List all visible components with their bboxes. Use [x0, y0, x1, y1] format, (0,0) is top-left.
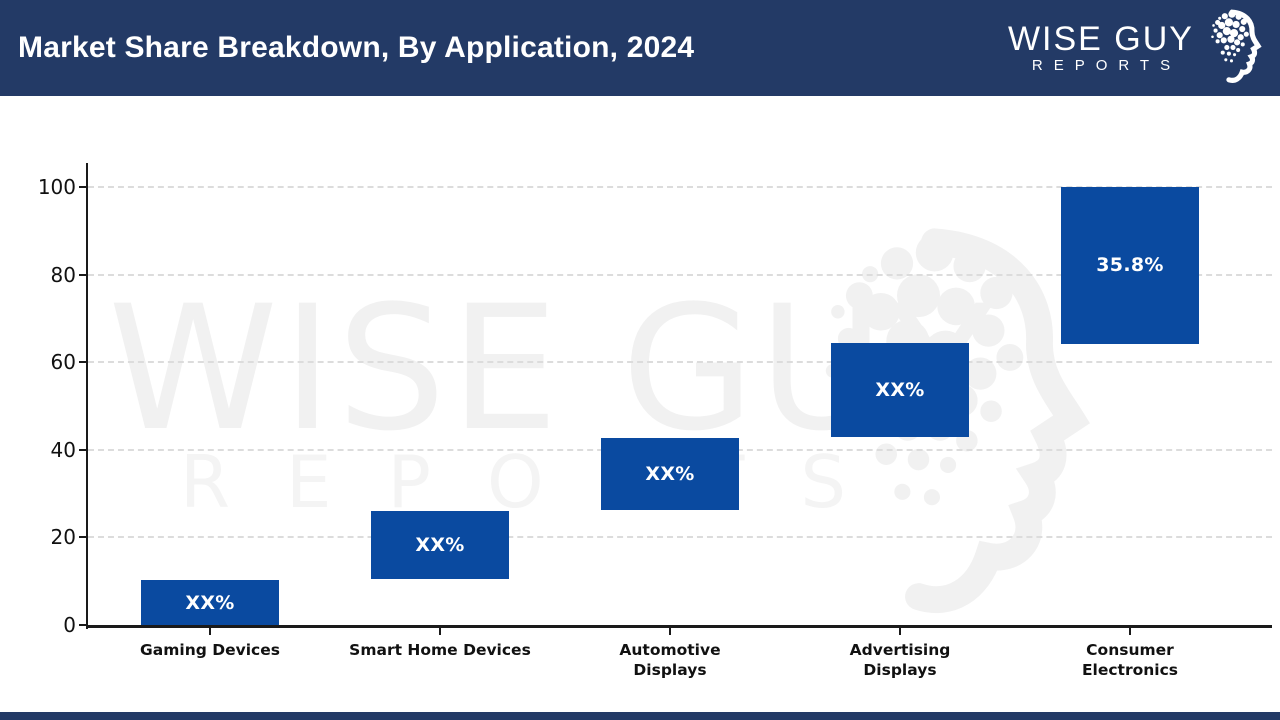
x-axis-line — [86, 625, 1272, 628]
y-tick-label: 0 — [63, 613, 76, 637]
footer-bar — [0, 712, 1280, 720]
bar-segment: XX% — [601, 437, 739, 510]
x-axis-label-line: Displays — [863, 661, 937, 679]
x-axis-label: Automotive Displays — [555, 640, 785, 680]
bar-segment: XX% — [371, 511, 509, 580]
chart-area: 0 20 40 60 80 100 XX% Gaming Devices XX% Smart Ho… — [0, 96, 1280, 712]
logo-subtitle: REPORTS — [1031, 57, 1182, 74]
x-axis-label: Smart Home Devices — [325, 640, 555, 660]
y-tick-mark — [79, 624, 88, 626]
x-axis-label-line: Displays — [633, 661, 707, 679]
bar-segment: XX% — [141, 580, 279, 625]
y-tick-label: 40 — [50, 437, 76, 462]
y-tick-label: 100 — [37, 175, 76, 199]
bar-value-label: XX% — [415, 534, 465, 557]
y-tick-label: 20 — [50, 525, 76, 550]
bar-segment: XX% — [831, 343, 969, 438]
x-axis-label: Consumer Electronics — [1015, 640, 1245, 680]
y-tick-label: 80 — [50, 262, 76, 287]
gridline-y20 — [88, 536, 1272, 539]
y-tick-mark — [79, 448, 88, 451]
x-tick-mark — [1129, 628, 1131, 635]
y-tick-mark — [79, 361, 88, 364]
x-axis-label-line: Gaming Devices — [140, 641, 280, 659]
x-tick-mark — [899, 628, 901, 635]
bar-value-label: XX% — [185, 591, 235, 614]
x-axis-label: Gaming Devices — [95, 640, 325, 660]
gridline-y100 — [88, 186, 1272, 188]
x-axis-label-line: Consumer — [1086, 641, 1174, 659]
bar-segment: 35.8% — [1061, 187, 1199, 344]
x-axis-label-line: Smart Home Devices — [349, 641, 531, 659]
y-tick-mark — [79, 186, 88, 188]
x-axis-label-line: Electronics — [1081, 661, 1179, 679]
x-tick-mark — [209, 628, 211, 635]
chart-title: Market Share Breakdown, By Application, … — [18, 31, 695, 64]
logo-head-icon — [1200, 7, 1266, 89]
x-axis-label: Advertising Displays — [785, 640, 1015, 680]
x-axis-label-line: Advertising — [849, 641, 951, 659]
gridline-y80 — [88, 273, 1272, 276]
header-bar: Market Share Breakdown, By Application, … — [0, 0, 1280, 96]
x-axis-label-line: Automotive — [619, 641, 721, 659]
bar-value-label: 35.8% — [1096, 254, 1164, 277]
y-tick-mark — [79, 273, 88, 276]
y-tick-label: 60 — [50, 350, 76, 375]
y-tick-mark — [79, 536, 88, 539]
logo-wordmark: WISE GUY — [1007, 20, 1194, 58]
x-tick-mark — [669, 628, 671, 635]
wiseguy-logo: WISE GUY REPORTS — [1008, 7, 1280, 89]
logo-text: WISE GUY REPORTS — [1008, 21, 1194, 75]
y-axis-line — [86, 163, 88, 629]
x-tick-mark — [439, 628, 441, 635]
bar-value-label: XX% — [645, 462, 695, 485]
gridline-y60 — [88, 361, 1272, 364]
bar-value-label: XX% — [875, 379, 925, 402]
